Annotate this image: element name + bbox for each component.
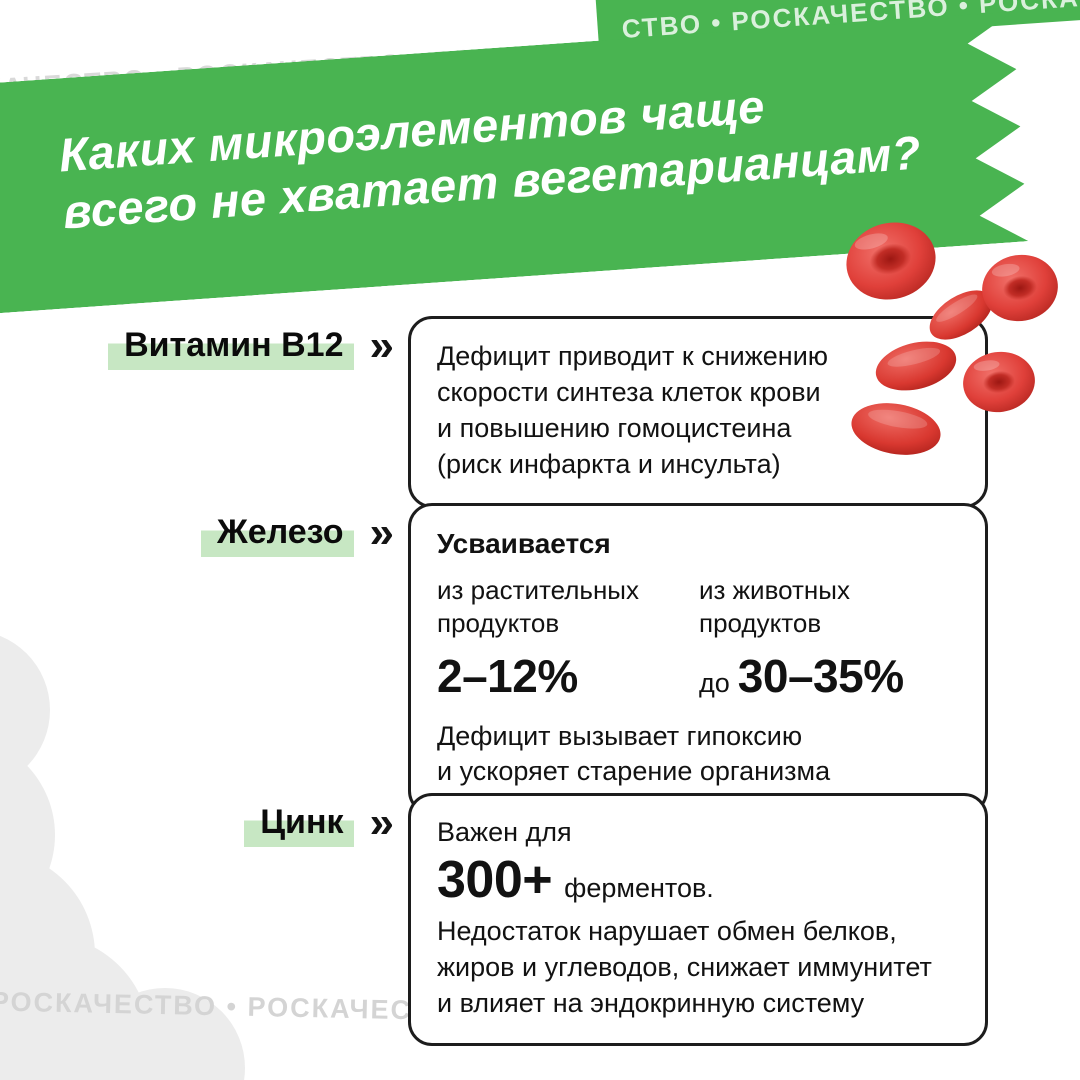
section-vitamin-b12: Витамин В12 » Дефицит приводит к снижени… [42,316,988,508]
red-blood-cell [982,254,1058,322]
section-iron: Железо » Усваивается из растительных про… [42,503,988,816]
red-blood-cell [875,341,957,391]
section-label-column: Железо » [42,503,394,558]
zinc-enzyme-unit: ферментов. [564,872,714,903]
red-blood-cell [851,403,941,455]
zinc-description: Недостаток нарушает обмен белков, жиров … [437,915,932,1018]
info-box-iron: Усваивается из растительных продуктов 2–… [408,503,988,816]
blood-cells-illustration [846,222,1058,455]
chevron-right-icon: » [369,798,394,847]
iron-absorption-columns: из растительных продуктов 2–12% из живот… [437,574,959,703]
info-box-vitamin-b12: Дефицит приводит к снижению скорости син… [408,316,988,508]
red-blood-cell [929,290,993,340]
zinc-value-line: 300+ ферментов. [437,850,959,910]
iron-animal-prefix: до [699,667,730,698]
iron-animal-number: 30–35% [737,649,904,702]
iron-plant-column: из растительных продуктов 2–12% [437,574,699,703]
iron-animal-caption: из животных продуктов [699,575,850,639]
zinc-intro: Важен для [437,817,572,847]
section-label-column: Цинк » [42,793,394,848]
vitamin-b12-description: Дефицит приводит к снижению скорости син… [437,341,829,479]
red-blood-cell [846,222,936,300]
label-zinc: Цинк [244,801,354,848]
iron-animal-column: из животных продуктов до 30–35% [699,574,904,703]
iron-plant-value: 2–12% [437,649,578,702]
label-vitamin-b12: Витамин В12 [108,324,354,371]
zinc-enzyme-count: 300+ [437,850,553,909]
iron-animal-value: до 30–35% [699,649,904,703]
chevron-right-icon: » [369,321,394,370]
chevron-right-icon: » [369,508,394,557]
corner-blob-decoration [0,635,245,1080]
section-label-column: Витамин В12 » [42,316,394,371]
iron-deficiency-note: Дефицит вызывает гипоксию и ускоряет ста… [437,720,831,787]
section-zinc: Цинк » Важен для 300+ ферментов. Недоста… [42,793,988,1047]
info-box-zinc: Важен для 300+ ферментов. Недостаток нар… [408,793,988,1047]
red-blood-cell [963,351,1035,413]
iron-heading: Усваивается [437,528,611,559]
iron-plant-caption: из растительных продуктов [437,575,639,639]
label-iron: Железо [200,511,354,558]
